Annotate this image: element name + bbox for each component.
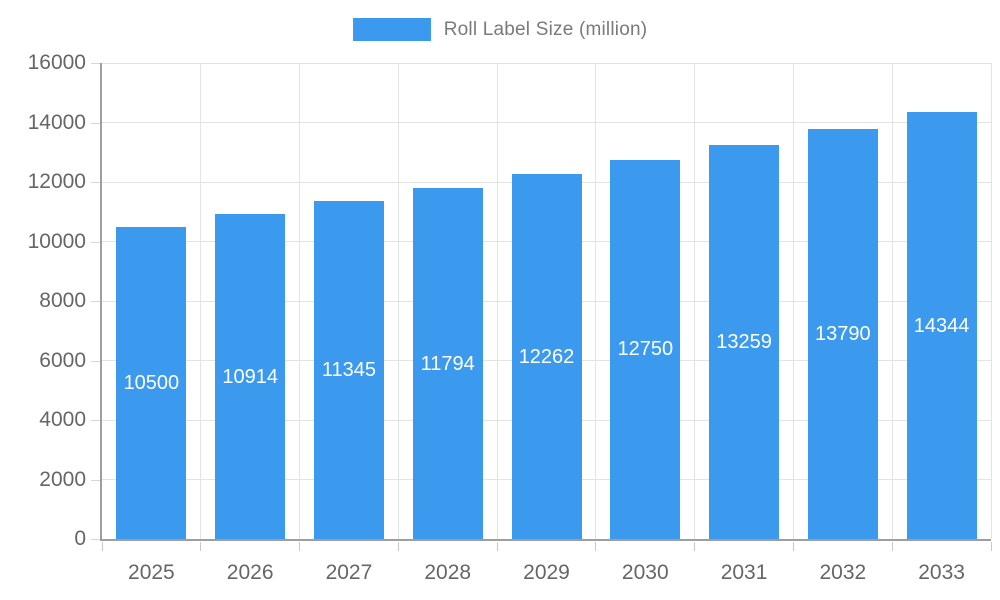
y-axis-tick-label: 4000 [39, 408, 86, 431]
plot-area: 10500 10914 11345 11794 12262 12750 13259 13790… [102, 62, 992, 539]
gridline-horizontal [102, 122, 991, 123]
y-axis-tick-label: 16000 [27, 51, 86, 74]
y-axis-tick-label: 6000 [39, 348, 86, 372]
gridline-vertical [299, 63, 301, 539]
gridline-vertical [496, 63, 498, 539]
bar-2027[interactable]: 11345 [313, 201, 384, 539]
bar-2033[interactable]: 14344 [906, 112, 977, 539]
bar-value-label: 11794 [420, 352, 475, 375]
y-tick-mark [91, 539, 100, 540]
y-axis-tick-label: 0 [74, 527, 86, 550]
x-axis-tick-label: 2026 [226, 561, 274, 584]
x-axis-tick-label: 2025 [128, 561, 175, 584]
bar-value-label: 10500 [123, 371, 180, 394]
y-axis-tick-label: 2000 [39, 467, 86, 491]
x-tick-mark [595, 542, 597, 551]
x-tick-mark [496, 542, 498, 551]
bar-value-label: 10914 [222, 365, 278, 388]
legend-swatch [352, 18, 431, 41]
x-tick-mark [990, 542, 992, 551]
bar-2025[interactable]: 10500 [116, 226, 187, 539]
bar-value-label: 12750 [617, 338, 674, 361]
x-axis-tick-label: 2032 [819, 561, 867, 584]
bar-2032[interactable]: 13790 [807, 128, 878, 539]
y-axis-line [100, 63, 102, 541]
y-tick-mark [91, 63, 100, 64]
x-tick-mark [299, 542, 301, 551]
bar-value-label: 13259 [716, 330, 772, 353]
x-tick-mark [694, 542, 696, 551]
x-tick-mark [792, 542, 794, 551]
y-tick-mark [91, 479, 100, 481]
gridline-vertical [990, 63, 992, 539]
y-tick-mark [91, 420, 100, 421]
gridline-vertical [792, 63, 794, 539]
x-tick-mark [200, 542, 202, 551]
bar-2026[interactable]: 10914 [215, 214, 286, 539]
y-tick-mark [91, 241, 100, 243]
x-axis-tick-label: 2033 [918, 561, 965, 584]
gridline-vertical [595, 63, 597, 539]
y-tick-mark [91, 301, 100, 302]
bar-2028[interactable]: 11794 [412, 188, 483, 539]
y-tick-mark [91, 360, 100, 362]
x-tick-mark [101, 542, 103, 551]
x-axis-tick-label: 2028 [424, 561, 472, 584]
x-axis-tick-label: 2031 [720, 561, 768, 584]
x-tick-mark [891, 542, 893, 551]
bar-value-label: 12262 [518, 345, 575, 368]
gridline-vertical [397, 63, 399, 539]
legend[interactable]: Roll Label Size (million) [0, 18, 1000, 41]
gridline-vertical [200, 63, 202, 539]
bar-value-label: 14344 [913, 314, 970, 337]
x-tick-mark [397, 542, 399, 551]
x-axis-tick-label: 2027 [325, 561, 373, 584]
bar-2030[interactable]: 12750 [610, 159, 681, 539]
y-axis-tick-label: 12000 [27, 170, 86, 193]
y-axis-tick-label: 10000 [27, 229, 86, 253]
x-axis-tick-label: 2030 [621, 561, 669, 584]
x-axis-line [100, 539, 991, 541]
y-axis-tick-label: 8000 [39, 289, 86, 312]
bar-2031[interactable]: 13259 [709, 144, 780, 539]
bar-2029[interactable]: 12262 [511, 174, 582, 539]
y-axis-tick-label: 14000 [27, 110, 86, 134]
x-axis-tick-label: 2029 [523, 561, 570, 584]
bar-value-label: 11345 [321, 359, 376, 382]
gridline-vertical [694, 63, 696, 539]
y-tick-mark [91, 122, 100, 124]
legend-label: Roll Label Size (million) [443, 18, 648, 40]
bar-value-label: 13790 [815, 322, 871, 345]
gridline-horizontal [102, 62, 991, 64]
y-tick-mark [91, 182, 100, 183]
gridline-vertical [891, 63, 893, 539]
